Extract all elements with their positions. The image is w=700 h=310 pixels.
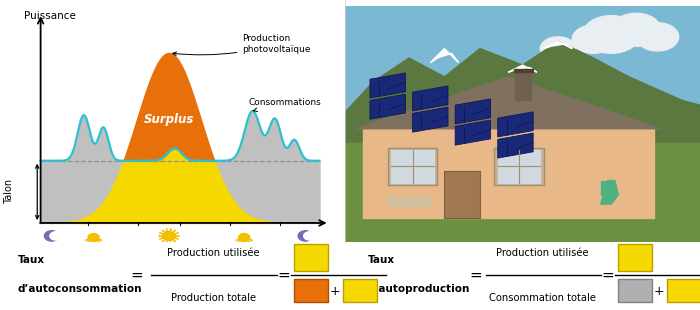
Polygon shape [370, 94, 405, 119]
Bar [345, 143, 700, 242]
Circle shape [636, 23, 679, 51]
Polygon shape [370, 73, 405, 98]
Circle shape [44, 231, 59, 241]
Circle shape [50, 232, 62, 240]
Circle shape [304, 232, 316, 240]
Circle shape [540, 37, 576, 60]
Circle shape [572, 25, 615, 53]
Text: Consommation totale: Consommation totale [489, 293, 596, 303]
Polygon shape [601, 180, 618, 204]
Polygon shape [455, 99, 491, 124]
Circle shape [162, 232, 175, 240]
Text: d’autoconsommation: d’autoconsommation [18, 284, 142, 294]
Polygon shape [455, 120, 491, 145]
Bar [618, 279, 652, 302]
Text: Taux: Taux [18, 255, 45, 265]
Polygon shape [498, 133, 533, 158]
Text: Puissance: Puissance [24, 11, 76, 21]
Polygon shape [601, 180, 608, 195]
Bar [618, 244, 652, 271]
Text: Consommations: Consommations [249, 98, 322, 112]
Polygon shape [498, 112, 533, 137]
Polygon shape [356, 77, 661, 129]
Bar [667, 279, 700, 302]
Text: +: + [653, 285, 664, 298]
Circle shape [611, 13, 661, 46]
Text: =: = [601, 268, 614, 283]
Polygon shape [544, 42, 572, 49]
Text: Production totale: Production totale [171, 293, 256, 303]
Polygon shape [345, 42, 700, 242]
Bar [444, 171, 480, 218]
Bar [363, 129, 654, 218]
Bar [388, 148, 438, 185]
Circle shape [88, 233, 99, 241]
Text: Production utilisée: Production utilisée [496, 248, 589, 258]
Text: =: = [277, 268, 290, 283]
Bar [388, 197, 430, 206]
Bar [494, 148, 544, 185]
Text: Surplus: Surplus [144, 113, 194, 126]
Text: Talon: Talon [4, 179, 14, 204]
Polygon shape [412, 86, 448, 111]
Bar [498, 150, 540, 183]
Circle shape [583, 16, 640, 53]
Text: Production
photovoltaïque: Production photovoltaïque [173, 34, 311, 55]
Text: Taux: Taux [368, 255, 395, 265]
Text: =: = [470, 268, 482, 283]
Bar [294, 279, 328, 302]
Text: Production utilisée: Production utilisée [167, 248, 260, 258]
Bar [514, 69, 533, 72]
Circle shape [239, 233, 250, 241]
Bar [515, 72, 531, 100]
Polygon shape [430, 49, 458, 63]
Polygon shape [508, 65, 537, 72]
Text: +: + [329, 285, 340, 298]
Bar [391, 150, 434, 183]
Circle shape [298, 231, 313, 241]
Text: =: = [130, 268, 143, 283]
Polygon shape [412, 107, 448, 132]
Bar [294, 244, 328, 271]
Bar [343, 279, 377, 302]
Text: d’autoproduction: d’autoproduction [368, 284, 470, 294]
